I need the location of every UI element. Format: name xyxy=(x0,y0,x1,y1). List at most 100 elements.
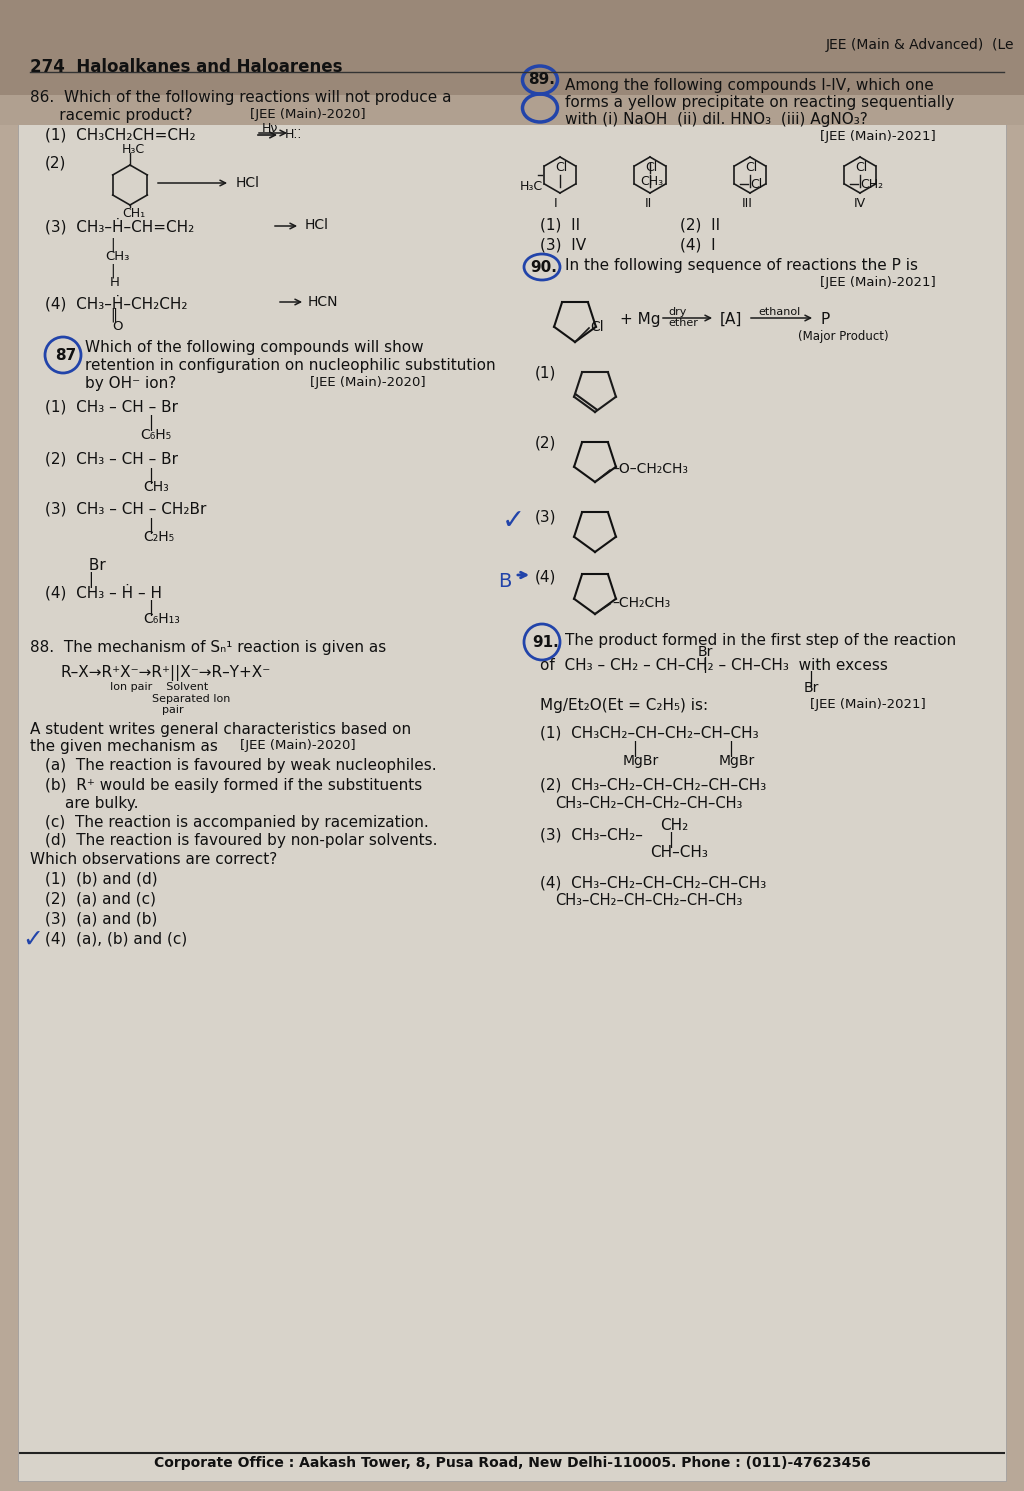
Text: Br: Br xyxy=(45,558,105,573)
Text: O: O xyxy=(112,321,123,332)
Text: CH–CH₃: CH–CH₃ xyxy=(650,845,708,860)
Text: (4)  CH₃–CH₂–CH–CH₂–CH–CH₃: (4) CH₃–CH₂–CH–CH₂–CH–CH₃ xyxy=(540,877,766,892)
Text: II: II xyxy=(645,197,652,210)
Text: (1): (1) xyxy=(535,365,556,380)
Text: H₃C: H₃C xyxy=(122,143,145,157)
Text: (1)  CH₃ – CH – Br: (1) CH₃ – CH – Br xyxy=(45,400,178,414)
Text: HCl: HCl xyxy=(305,218,329,233)
Text: are bulky.: are bulky. xyxy=(65,796,138,811)
Text: (4)  I: (4) I xyxy=(680,239,716,253)
Text: (3)  (a) and (b): (3) (a) and (b) xyxy=(45,912,158,927)
Text: |: | xyxy=(110,264,115,279)
Text: |: | xyxy=(702,658,708,672)
Text: Which of the following compounds will show: Which of the following compounds will sh… xyxy=(85,340,424,355)
Text: P: P xyxy=(820,312,829,327)
Text: ethanol: ethanol xyxy=(758,307,800,318)
Text: Cl: Cl xyxy=(855,161,867,174)
Text: I: I xyxy=(554,197,558,210)
Text: Cl: Cl xyxy=(645,161,657,174)
Text: (3)  IV: (3) IV xyxy=(540,239,586,253)
Text: (4)  CH₃–Ḣ–CH₂CH₂: (4) CH₃–Ḣ–CH₂CH₂ xyxy=(45,295,187,312)
Text: H₃C: H₃C xyxy=(520,180,543,192)
Text: [JEE (Main)-2020]: [JEE (Main)-2020] xyxy=(250,107,366,121)
Text: H⁚⁚: H⁚⁚ xyxy=(285,128,302,142)
Text: Br: Br xyxy=(804,681,819,695)
Text: C₂H₅: C₂H₅ xyxy=(143,529,174,544)
Text: Hν: Hν xyxy=(262,122,279,136)
Text: |: | xyxy=(632,741,637,757)
Text: H: H xyxy=(110,276,120,289)
Text: (3): (3) xyxy=(535,510,556,525)
Text: Separated Ion: Separated Ion xyxy=(152,693,230,704)
Text: (4): (4) xyxy=(535,570,556,584)
Text: –O–CH₂CH₃: –O–CH₂CH₃ xyxy=(612,462,688,476)
Text: (d)  The reaction is favoured by non-polar solvents.: (d) The reaction is favoured by non-pola… xyxy=(45,833,437,848)
Text: Cl: Cl xyxy=(555,161,567,174)
Text: (2): (2) xyxy=(535,435,556,450)
Text: |: | xyxy=(148,468,154,485)
Text: retention in configuration on nucleophilic substitution: retention in configuration on nucleophil… xyxy=(85,358,496,373)
Text: Corporate Office : Aakash Tower, 8, Pusa Road, New Delhi-110005. Phone : (011)-4: Corporate Office : Aakash Tower, 8, Pusa… xyxy=(154,1457,870,1470)
Text: racemic product?: racemic product? xyxy=(30,107,193,122)
Text: CH₂: CH₂ xyxy=(660,819,688,833)
Text: Among the following compounds I-IV, which one: Among the following compounds I-IV, whic… xyxy=(565,78,934,92)
Text: 91.: 91. xyxy=(532,635,559,650)
Text: (2)  CH₃ – CH – Br: (2) CH₃ – CH – Br xyxy=(45,452,178,467)
Text: C₆H₅: C₆H₅ xyxy=(140,428,171,441)
Text: [JEE (Main)-2020]: [JEE (Main)-2020] xyxy=(240,740,355,751)
Text: 90.: 90. xyxy=(530,259,557,274)
Text: dry: dry xyxy=(668,307,686,318)
Text: 274  Haloalkanes and Haloarenes: 274 Haloalkanes and Haloarenes xyxy=(30,58,342,76)
Text: ✓: ✓ xyxy=(502,507,525,535)
Text: CH₁: CH₁ xyxy=(122,207,145,221)
Text: (3)  CH₃–Ḣ–CH=CH₂: (3) CH₃–Ḣ–CH=CH₂ xyxy=(45,218,195,234)
Text: (4)  CH₃ – Ḣ – H: (4) CH₃ – Ḣ – H xyxy=(45,584,162,601)
Text: (c)  The reaction is accompanied by racemization.: (c) The reaction is accompanied by racem… xyxy=(45,816,429,830)
Text: Br: Br xyxy=(698,646,714,659)
Text: (Major Product): (Major Product) xyxy=(798,330,889,343)
Text: MgBr: MgBr xyxy=(623,754,659,768)
Text: CH₃: CH₃ xyxy=(143,480,169,494)
Text: R–X→R⁺X⁻→R⁺||X⁻→R–Y+X⁻: R–X→R⁺X⁻→R⁺||X⁻→R–Y+X⁻ xyxy=(60,665,270,681)
Text: C₆H₁₃: C₆H₁₃ xyxy=(143,611,180,626)
Text: (2)  CH₃–CH₂–CH–CH₂–CH–CH₃: (2) CH₃–CH₂–CH–CH₂–CH–CH₃ xyxy=(540,778,766,793)
Text: (2): (2) xyxy=(45,155,67,170)
Text: [JEE (Main)-2021]: [JEE (Main)-2021] xyxy=(820,130,936,143)
Text: |: | xyxy=(45,573,94,587)
Text: IV: IV xyxy=(854,197,866,210)
Text: (3)  CH₃–CH₂–: (3) CH₃–CH₂– xyxy=(540,828,643,842)
Text: B: B xyxy=(498,573,511,590)
Text: [JEE (Main)-2021]: [JEE (Main)-2021] xyxy=(820,276,936,289)
Text: ether: ether xyxy=(668,318,698,328)
Text: |: | xyxy=(110,239,115,252)
Text: (1)  II: (1) II xyxy=(540,218,581,233)
Text: A student writes general characteristics based on: A student writes general characteristics… xyxy=(30,722,411,737)
Text: |: | xyxy=(728,741,733,757)
Text: –CH₂CH₃: –CH₂CH₃ xyxy=(612,596,671,610)
Text: In the following sequence of reactions the P is: In the following sequence of reactions t… xyxy=(565,258,918,273)
Text: Cl: Cl xyxy=(745,161,758,174)
Text: (b)  R⁺ would be easily formed if the substituents: (b) R⁺ would be easily formed if the sub… xyxy=(45,778,422,793)
Text: Cl: Cl xyxy=(751,177,763,191)
Text: MgBr: MgBr xyxy=(719,754,756,768)
Text: 88.  The mechanism of Sₙ¹ reaction is given as: 88. The mechanism of Sₙ¹ reaction is giv… xyxy=(30,640,386,655)
FancyBboxPatch shape xyxy=(0,95,1024,125)
Text: forms a yellow precipitate on reacting sequentially: forms a yellow precipitate on reacting s… xyxy=(565,95,954,110)
Text: (1)  CH₃CH₂CH=CH₂: (1) CH₃CH₂CH=CH₂ xyxy=(45,128,196,143)
Text: |: | xyxy=(148,517,154,534)
Text: |: | xyxy=(148,414,154,431)
Text: (1)  (b) and (d): (1) (b) and (d) xyxy=(45,872,158,887)
FancyBboxPatch shape xyxy=(18,10,1006,1481)
Text: 87: 87 xyxy=(55,347,76,362)
Text: 89.: 89. xyxy=(528,72,555,86)
Text: [JEE (Main)-2020]: [JEE (Main)-2020] xyxy=(310,376,426,389)
Text: |: | xyxy=(148,599,154,616)
Text: JEE (Main & Advanced)  (Le: JEE (Main & Advanced) (Le xyxy=(825,37,1014,52)
Text: III: III xyxy=(742,197,753,210)
Text: HCN: HCN xyxy=(308,295,339,309)
Text: (1)  CH₃CH₂–CH–CH₂–CH–CH₃: (1) CH₃CH₂–CH–CH₂–CH–CH₃ xyxy=(540,725,759,740)
Text: CH₂: CH₂ xyxy=(860,177,884,191)
Text: CH₃–CH₂–CH–CH₂–CH–CH₃: CH₃–CH₂–CH–CH₂–CH–CH₃ xyxy=(555,893,742,908)
Text: CH₃–CH₂–CH–CH₂–CH–CH₃: CH₃–CH₂–CH–CH₂–CH–CH₃ xyxy=(555,796,742,811)
Text: + Mg: + Mg xyxy=(620,312,660,327)
